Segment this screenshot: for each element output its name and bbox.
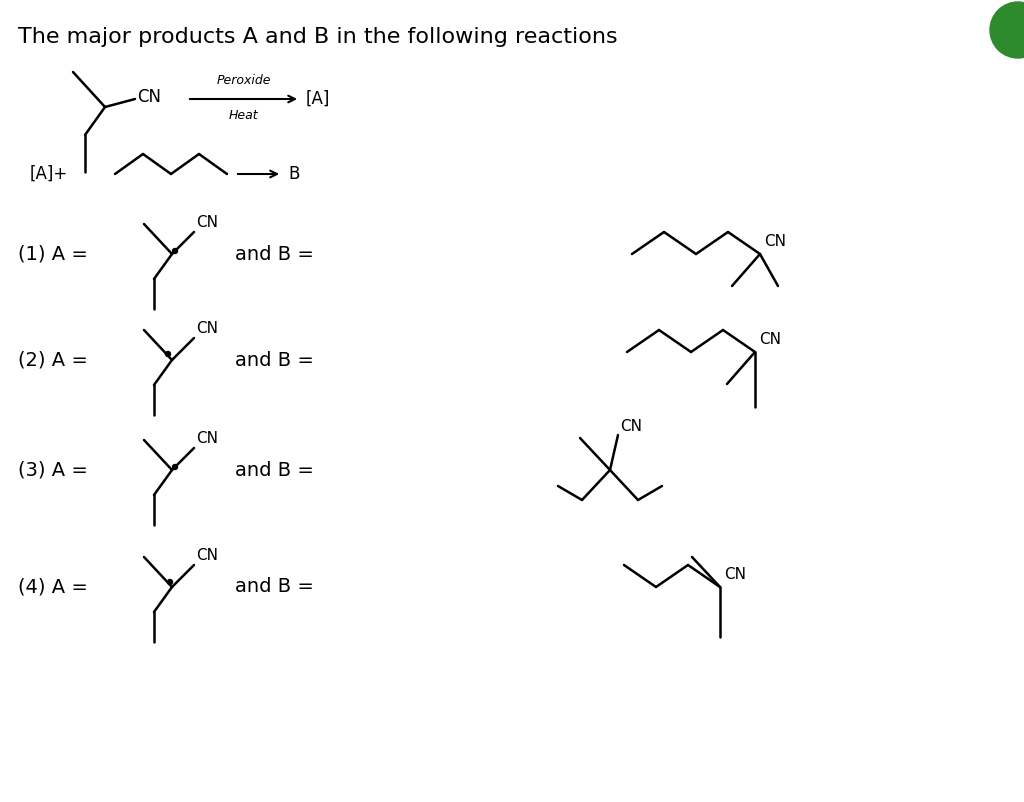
Text: CN: CN bbox=[196, 548, 218, 563]
Text: [A]+: [A]+ bbox=[30, 165, 69, 183]
Text: and B =: and B = bbox=[234, 460, 314, 480]
Text: CN: CN bbox=[196, 321, 218, 336]
Text: CN: CN bbox=[764, 234, 786, 249]
Text: and B =: and B = bbox=[234, 245, 314, 264]
Text: (1) A =: (1) A = bbox=[18, 245, 88, 264]
Text: and B =: and B = bbox=[234, 577, 314, 597]
Text: CN: CN bbox=[759, 332, 781, 347]
Text: The major products A and B in the following reactions: The major products A and B in the follow… bbox=[18, 27, 617, 47]
Text: (3) A =: (3) A = bbox=[18, 460, 88, 480]
Text: CN: CN bbox=[196, 431, 218, 446]
Text: CN: CN bbox=[196, 215, 218, 230]
Text: Peroxide: Peroxide bbox=[216, 74, 270, 87]
Text: (2) A =: (2) A = bbox=[18, 350, 88, 370]
Text: Heat: Heat bbox=[228, 109, 258, 122]
Circle shape bbox=[166, 351, 171, 357]
Text: and B =: and B = bbox=[234, 350, 314, 370]
Text: [A]: [A] bbox=[306, 90, 331, 108]
Text: CN: CN bbox=[724, 567, 746, 582]
Circle shape bbox=[172, 249, 177, 253]
Circle shape bbox=[168, 580, 172, 585]
Text: B: B bbox=[288, 165, 299, 183]
Text: (4) A =: (4) A = bbox=[18, 577, 88, 597]
Text: CN: CN bbox=[137, 88, 161, 106]
Text: CN: CN bbox=[620, 419, 642, 434]
Circle shape bbox=[990, 2, 1024, 58]
Circle shape bbox=[172, 464, 177, 469]
